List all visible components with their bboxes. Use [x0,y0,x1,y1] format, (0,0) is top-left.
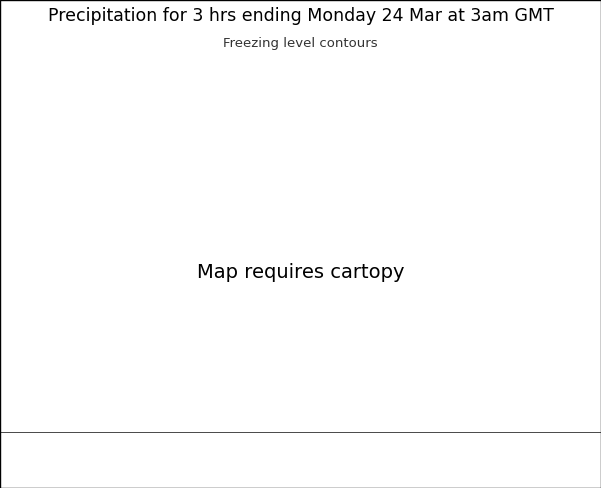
Text: Map requires cartopy: Map requires cartopy [197,263,404,282]
Text: Freezing level contours: Freezing level contours [223,37,378,50]
Text: Precipitation for 3 hrs ending Monday 24 Mar at 3am GMT: Precipitation for 3 hrs ending Monday 24… [47,7,554,25]
